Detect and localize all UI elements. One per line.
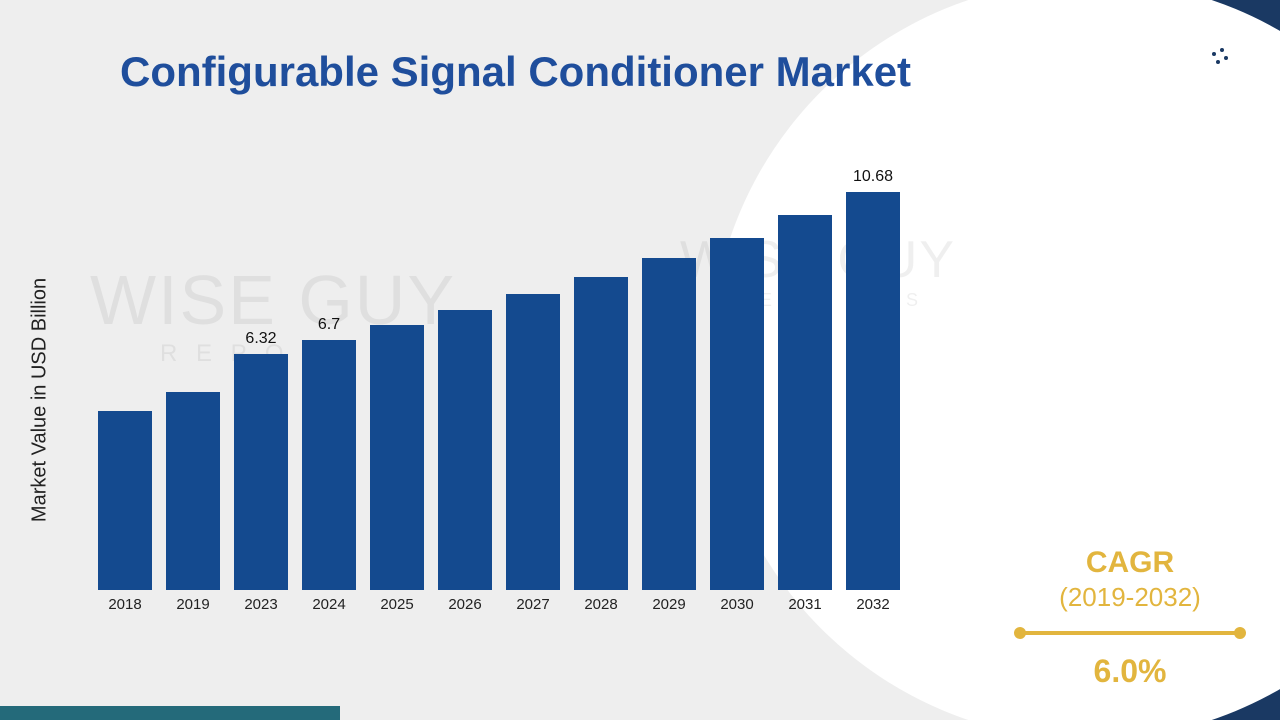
bar-slot	[98, 180, 152, 590]
bar-slot	[710, 180, 764, 590]
bar-value-label: 6.7	[318, 316, 340, 334]
bar-slot	[438, 180, 492, 590]
title-text: Configurable Signal Conditioner Market	[120, 48, 911, 95]
bar	[778, 215, 832, 590]
bar-slot	[370, 180, 424, 590]
x-tick-label: 2026	[438, 590, 492, 620]
bar	[438, 310, 492, 590]
bar	[370, 325, 424, 590]
bar-chart: Market Value in USD Billion 6.326.710.68…	[40, 180, 910, 620]
x-tick-label: 2024	[302, 590, 356, 620]
x-tick-label: 2027	[506, 590, 560, 620]
x-tick-label: 2018	[98, 590, 152, 620]
bar	[574, 277, 628, 590]
x-tick-label: 2019	[166, 590, 220, 620]
logo-sub-text: R E P O R T S	[1008, 82, 1240, 100]
cagr-block: CAGR (2019-2032) 6.0%	[1010, 546, 1250, 690]
x-tick-label: 2023	[234, 590, 288, 620]
x-tick-label: 2028	[574, 590, 628, 620]
cagr-value: 6.0%	[1010, 653, 1250, 690]
bar	[506, 294, 560, 590]
logo-main-row: WISE GUY	[1008, 40, 1240, 80]
bar-value-label: 10.68	[853, 168, 893, 186]
x-tick-label: 2030	[710, 590, 764, 620]
bar-slot	[506, 180, 560, 590]
bar-slot: 10.68	[846, 180, 900, 590]
x-tick-label: 2032	[846, 590, 900, 620]
x-tick-label: 2029	[642, 590, 696, 620]
bar-value-label: 6.32	[245, 330, 276, 348]
brand-logo: WISE GUY R E P O R T S	[1008, 40, 1240, 100]
logo-main-text: WISE GUY	[1008, 41, 1194, 80]
bar	[302, 340, 356, 590]
cagr-range: (2019-2032)	[1010, 582, 1250, 613]
x-tick-label: 2031	[778, 590, 832, 620]
bar-slot	[642, 180, 696, 590]
cagr-title: CAGR	[1010, 546, 1250, 580]
x-axis: 2018 2019 2023 2024 2025 2026 2027 2028 2029 2030…	[88, 590, 910, 620]
cagr-divider-line	[1020, 631, 1240, 635]
bar	[166, 392, 220, 590]
bar	[98, 411, 152, 590]
infographic-canvas: WISE GUY R E P O R T S WISE GUY R E P O …	[0, 0, 1280, 720]
bar-slot: 6.7	[302, 180, 356, 590]
bar-slot	[778, 180, 832, 590]
bar-slot	[166, 180, 220, 590]
bar	[710, 238, 764, 590]
bottom-accent-bar	[0, 706, 340, 720]
x-tick-label: 2025	[370, 590, 424, 620]
bar	[234, 354, 288, 590]
plot-area: 6.32 6.7 10.68	[88, 180, 910, 590]
bar-slot: 6.32	[234, 180, 288, 590]
bar	[846, 192, 900, 590]
page-title: Configurable Signal Conditioner Market	[120, 50, 911, 94]
bar-slot	[574, 180, 628, 590]
logo-head-icon	[1200, 40, 1240, 80]
bar	[642, 258, 696, 590]
